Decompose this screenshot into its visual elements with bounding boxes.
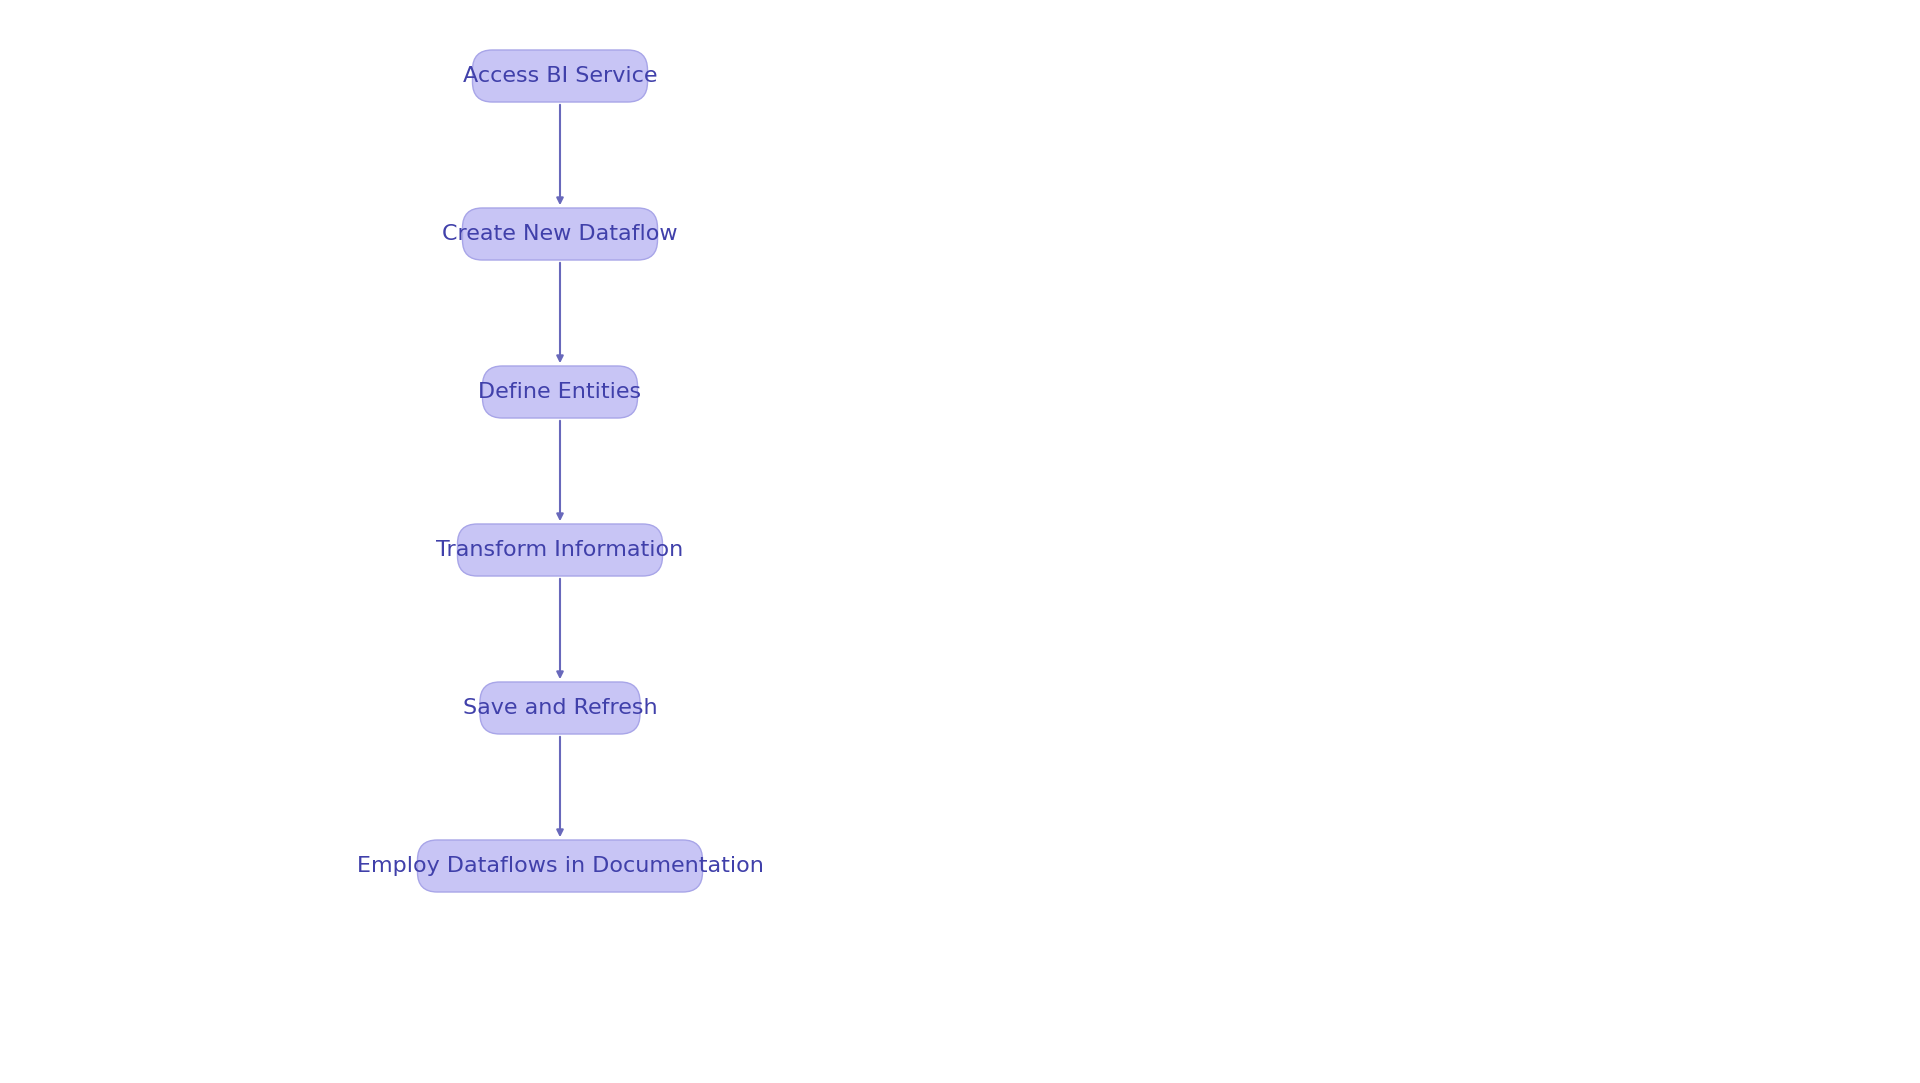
Text: Transform Information: Transform Information	[436, 540, 684, 560]
FancyBboxPatch shape	[417, 840, 703, 892]
Text: Employ Dataflows in Documentation: Employ Dataflows in Documentation	[357, 856, 764, 876]
FancyBboxPatch shape	[480, 682, 639, 734]
Text: Define Entities: Define Entities	[478, 382, 641, 402]
Text: Create New Dataflow: Create New Dataflow	[442, 224, 678, 244]
Text: Access BI Service: Access BI Service	[463, 66, 657, 86]
Text: Save and Refresh: Save and Refresh	[463, 699, 657, 718]
FancyBboxPatch shape	[457, 524, 662, 576]
FancyBboxPatch shape	[472, 50, 647, 102]
FancyBboxPatch shape	[482, 366, 637, 418]
FancyBboxPatch shape	[463, 208, 657, 260]
